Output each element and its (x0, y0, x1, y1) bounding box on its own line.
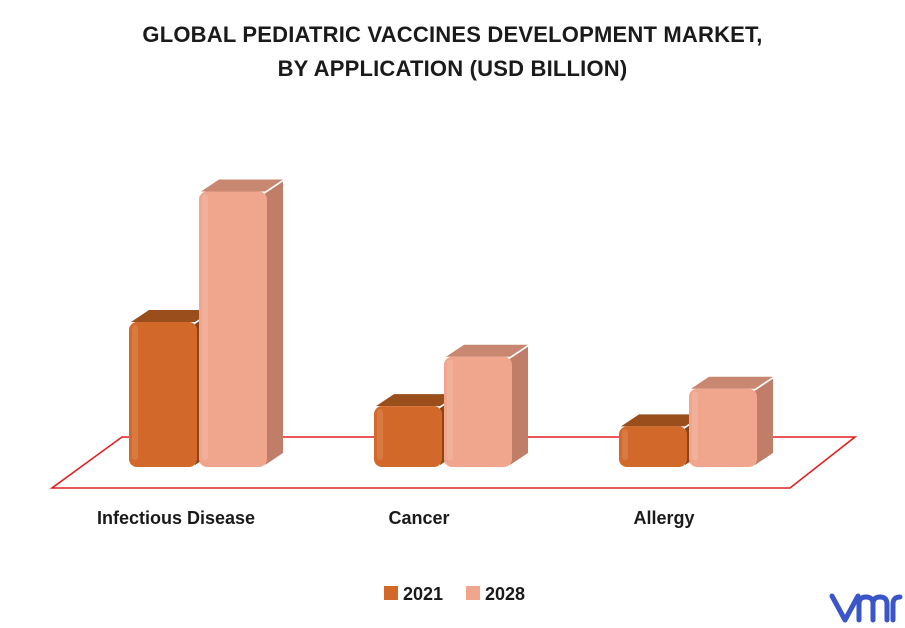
legend: 2021 2028 (384, 584, 525, 604)
category-label: Cancer (388, 508, 449, 528)
chart-title-line-1: GLOBAL PEDIATRIC VACCINES DEVELOPMENT MA… (142, 22, 763, 47)
legend-label-2021: 2021 (403, 584, 443, 604)
bar-2028-allergy (689, 376, 773, 467)
category-label: Allergy (633, 508, 694, 528)
legend-swatch-2021 (384, 586, 398, 600)
bar-2028-infectious-disease (199, 179, 283, 467)
legend-swatch-2028 (466, 586, 480, 600)
vmr-logo (829, 593, 903, 623)
chart-floor (49, 436, 858, 489)
category-label: Infectious Disease (97, 508, 255, 528)
legend-label-2028: 2028 (485, 584, 525, 604)
chart-title-line-2: BY APPLICATION (USD BILLION) (277, 56, 628, 81)
bar-2028-cancer (444, 344, 528, 467)
